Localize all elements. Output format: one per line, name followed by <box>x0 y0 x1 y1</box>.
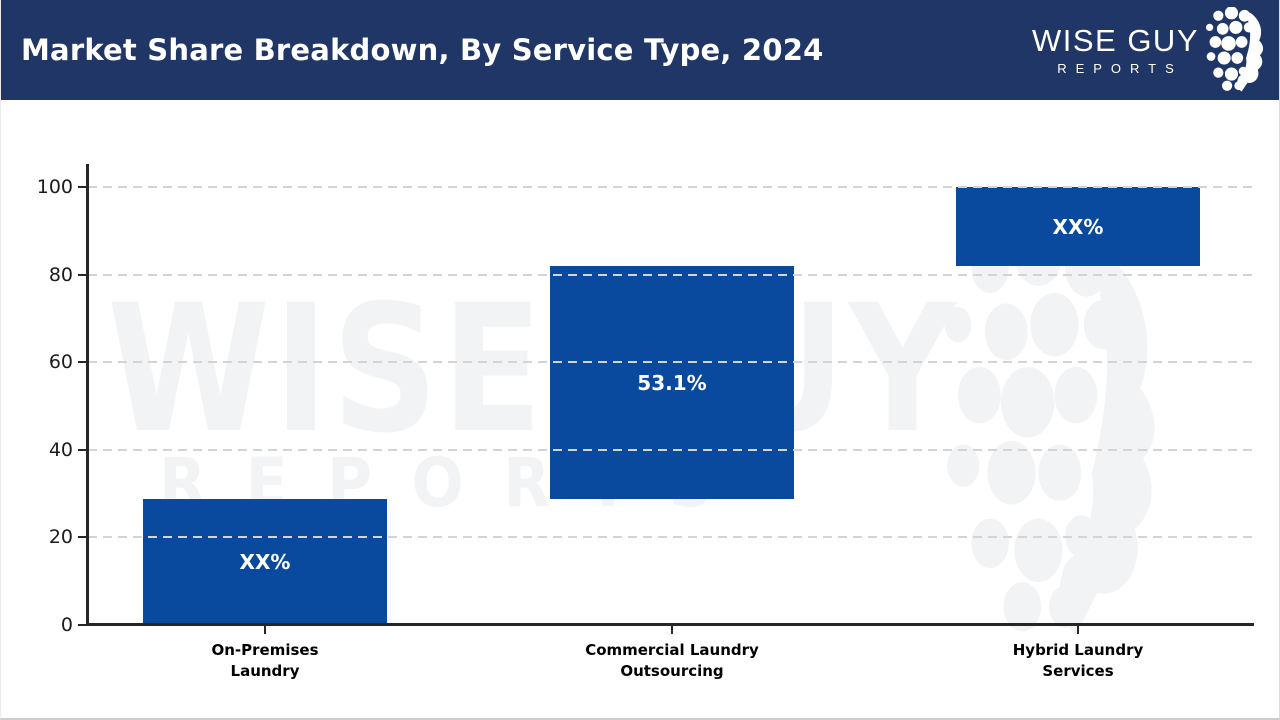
y-tick-label: 0 <box>60 614 73 636</box>
bar-segment <box>550 266 794 499</box>
x-axis-line <box>86 623 1254 626</box>
category-label: Commercial Laundry Outsourcing <box>512 640 832 682</box>
brand-logo: WISE GUY REPORTS <box>1032 7 1267 93</box>
x-tick-mark <box>264 626 266 634</box>
watermark-head-icon <box>944 226 1155 635</box>
y-tick-label: 100 <box>36 176 73 198</box>
gridline <box>88 186 1254 188</box>
y-axis-line <box>86 164 89 626</box>
y-tick-mark <box>78 624 86 626</box>
y-tick-label: 80 <box>48 263 73 286</box>
x-tick-mark <box>671 626 673 634</box>
category-label-line: Outsourcing <box>620 662 724 680</box>
y-tick-mark <box>78 536 86 539</box>
page-title: Market Share Breakdown, By Service Type,… <box>21 33 824 67</box>
y-tick-label: 40 <box>48 438 73 461</box>
brand-tagline: REPORTS <box>1057 61 1183 76</box>
bar-value-label: 53.1% <box>637 370 707 395</box>
header-bar: Market Share Breakdown, By Service Type,… <box>1 0 1279 100</box>
y-tick-label: 60 <box>48 351 73 374</box>
category-label-line: On-Premises <box>211 641 319 659</box>
y-tick-label: 20 <box>48 526 73 549</box>
bar-value-label: XX% <box>1052 214 1104 239</box>
y-tick-mark <box>78 448 86 451</box>
gridline <box>88 536 1254 539</box>
y-tick-mark <box>78 273 86 276</box>
y-tick-mark <box>78 361 86 364</box>
x-tick-mark <box>1077 626 1079 634</box>
category-label: On-Premises Laundry <box>105 640 425 682</box>
category-label: Hybrid Laundry Services <box>918 640 1238 682</box>
bar-segment <box>956 187 1200 267</box>
category-label-line: Services <box>1042 662 1114 680</box>
brand-logo-text: WISE GUY REPORTS <box>1032 25 1199 75</box>
gridline <box>88 273 1254 276</box>
bar-segment <box>143 498 387 625</box>
gridline <box>88 361 1254 364</box>
gridline <box>88 448 1254 451</box>
brand-name: WISE GUY <box>1031 23 1199 58</box>
category-label-line: Commercial Laundry <box>585 641 759 659</box>
bar-value-label: XX% <box>239 549 291 574</box>
y-tick-mark <box>78 186 86 188</box>
watermark-brand-text: WISE GUY <box>107 267 960 472</box>
category-label-line: Laundry <box>230 662 300 680</box>
brand-head-icon <box>1205 7 1264 92</box>
category-label-line: Hybrid Laundry <box>1012 641 1144 659</box>
